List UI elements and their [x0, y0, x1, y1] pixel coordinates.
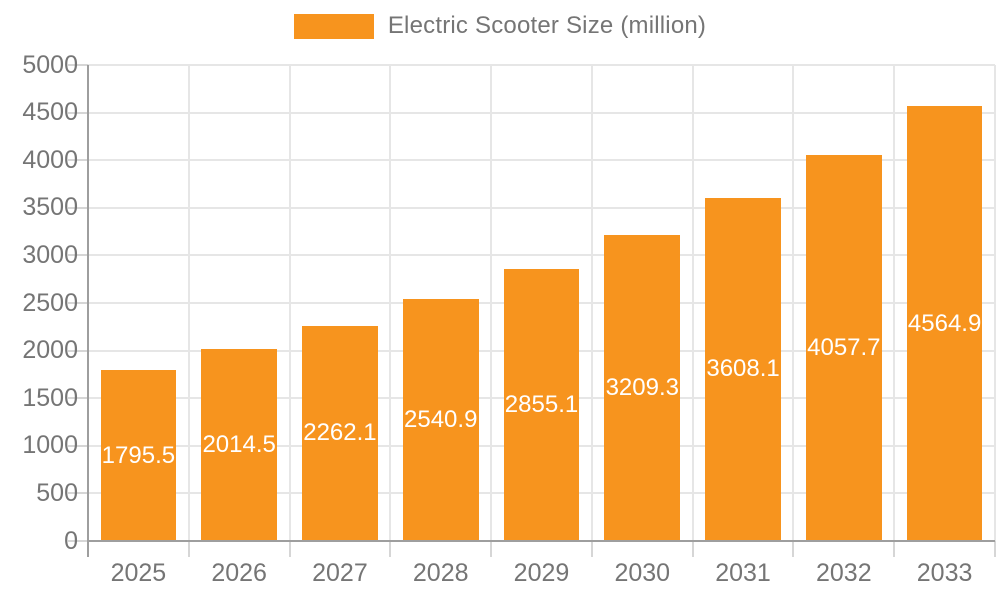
gridline-h [88, 206, 995, 209]
y-axis-line [87, 65, 89, 557]
x-axis-label: 2025 [110, 559, 167, 587]
x-axis-label: 2026 [211, 559, 267, 587]
legend-label: Electric Scooter Size (million) [387, 12, 707, 39]
x-axis-tick [893, 541, 896, 557]
bar-2032[interactable] [806, 154, 882, 541]
x-axis-label: 2028 [412, 559, 469, 587]
gridline-h [88, 159, 995, 162]
bar-value-label: 3209.3 [605, 374, 679, 402]
bar-value-label: 2540.9 [404, 406, 478, 434]
y-axis-label: 2500 [22, 288, 78, 317]
gridline-v [893, 65, 896, 541]
bar-value-label: 4057.7 [807, 333, 881, 361]
y-axis-label: 4000 [22, 145, 78, 174]
x-axis-tick [187, 541, 190, 557]
bar-2026[interactable] [201, 349, 277, 541]
y-axis-tick [68, 254, 88, 257]
bar-value-label: 2262.1 [303, 419, 377, 447]
x-axis-tick [288, 541, 291, 557]
y-axis-tick [68, 64, 88, 66]
gridline-v [187, 65, 190, 541]
x-axis-baseline [88, 540, 995, 542]
y-axis-tick [68, 397, 88, 400]
y-axis-label: 500 [36, 478, 78, 507]
gridline-v [691, 65, 694, 541]
x-axis-tick [994, 541, 996, 557]
x-axis-tick [590, 541, 593, 557]
gridline-v [590, 65, 593, 541]
y-axis-tick [68, 302, 88, 304]
y-axis-label: 5000 [22, 50, 78, 79]
y-axis-tick [68, 159, 88, 162]
x-axis-tick [691, 541, 694, 557]
y-axis-label: 2000 [22, 336, 78, 365]
y-axis-tick [68, 206, 88, 209]
y-axis-tick [68, 540, 88, 542]
x-axis-label: 2027 [312, 559, 368, 587]
bar-2029[interactable] [503, 269, 580, 541]
y-axis-tick [68, 492, 88, 495]
y-axis-tick [68, 444, 88, 447]
gridline-h [88, 64, 995, 66]
y-axis-tick [68, 349, 88, 352]
bar-value-label: 1795.5 [101, 441, 176, 469]
gridline-v [994, 65, 996, 541]
y-axis-label: 0 [64, 526, 78, 555]
gridline-v [490, 65, 493, 541]
y-axis-label: 1500 [22, 383, 78, 412]
y-axis-label: 3500 [22, 193, 78, 222]
bar-2033[interactable] [906, 106, 983, 541]
bar-2028[interactable] [402, 299, 479, 541]
y-axis-label: 1000 [22, 431, 78, 460]
bar-2027[interactable] [302, 325, 378, 541]
legend[interactable]: Electric Scooter Size (million) [0, 10, 1000, 42]
bar-2025[interactable] [100, 370, 177, 541]
bar-value-label: 2855.1 [504, 391, 579, 419]
legend-swatch-icon [293, 13, 374, 39]
x-axis-label: 2032 [816, 559, 872, 587]
bar-value-label: 2014.5 [202, 431, 276, 459]
gridline-v [389, 65, 392, 541]
x-axis-tick [792, 541, 795, 557]
bar-value-label: 4564.9 [907, 309, 982, 337]
x-axis-tick [490, 541, 493, 557]
bar-2031[interactable] [705, 197, 781, 541]
x-axis-label: 2029 [513, 559, 570, 587]
gridline-h [88, 111, 995, 114]
gridline-v [792, 65, 795, 541]
x-axis-tick [389, 541, 392, 557]
y-axis-label: 4500 [22, 98, 78, 127]
x-axis-label: 2031 [715, 559, 771, 587]
bar-value-label: 3608.1 [706, 355, 780, 383]
gridline-v [288, 65, 291, 541]
y-axis-tick [68, 111, 88, 114]
x-axis-label: 2033 [916, 559, 973, 587]
gridline-h [88, 254, 995, 257]
bar-2030[interactable] [604, 235, 681, 541]
y-axis-label: 3000 [22, 240, 78, 269]
x-axis-label: 2030 [614, 559, 671, 587]
